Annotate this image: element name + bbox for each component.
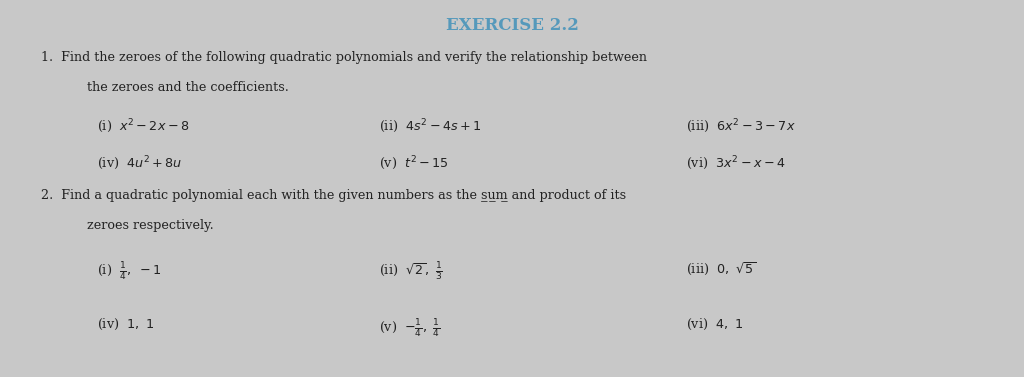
Text: (i)  $\frac{1}{4},\ -1$: (i) $\frac{1}{4},\ -1$ (97, 260, 162, 282)
Text: (v)  $-\frac{1}{4},\ \frac{1}{4}$: (v) $-\frac{1}{4},\ \frac{1}{4}$ (379, 317, 440, 339)
Text: (ii)  $\sqrt{2},\ \frac{1}{3}$: (ii) $\sqrt{2},\ \frac{1}{3}$ (379, 260, 442, 282)
Text: (iv)  $1,\ 1$: (iv) $1,\ 1$ (97, 317, 155, 332)
Text: (i)  $x^2-2x-8$: (i) $x^2-2x-8$ (97, 117, 189, 135)
Text: (iv)  $4u^2+8u$: (iv) $4u^2+8u$ (97, 155, 182, 172)
Text: (vi)  $3x^2-x-4$: (vi) $3x^2-x-4$ (686, 155, 785, 172)
Text: (iii)  $6x^2-3-7x$: (iii) $6x^2-3-7x$ (686, 117, 796, 135)
Text: EXERCISE 2.2: EXERCISE 2.2 (445, 17, 579, 34)
Text: 1.  Find the zeroes of the following quadratic polynomials and verify the relati: 1. Find the zeroes of the following quad… (41, 51, 647, 64)
Text: (vi)  $4,\ 1$: (vi) $4,\ 1$ (686, 317, 743, 332)
Text: the zeroes and the coefficients.: the zeroes and the coefficients. (87, 81, 289, 94)
Text: 2.  Find a quadratic polynomial each with the given numbers as the s̲u̲m̲ and pr: 2. Find a quadratic polynomial each with… (41, 188, 626, 201)
Text: (ii)  $4s^2-4s+1$: (ii) $4s^2-4s+1$ (379, 117, 481, 135)
Text: (iii)  $0,\ \sqrt{5}$: (iii) $0,\ \sqrt{5}$ (686, 260, 757, 277)
Text: (v)  $t^2-15$: (v) $t^2-15$ (379, 155, 449, 172)
Text: zeroes respectively.: zeroes respectively. (87, 219, 214, 231)
